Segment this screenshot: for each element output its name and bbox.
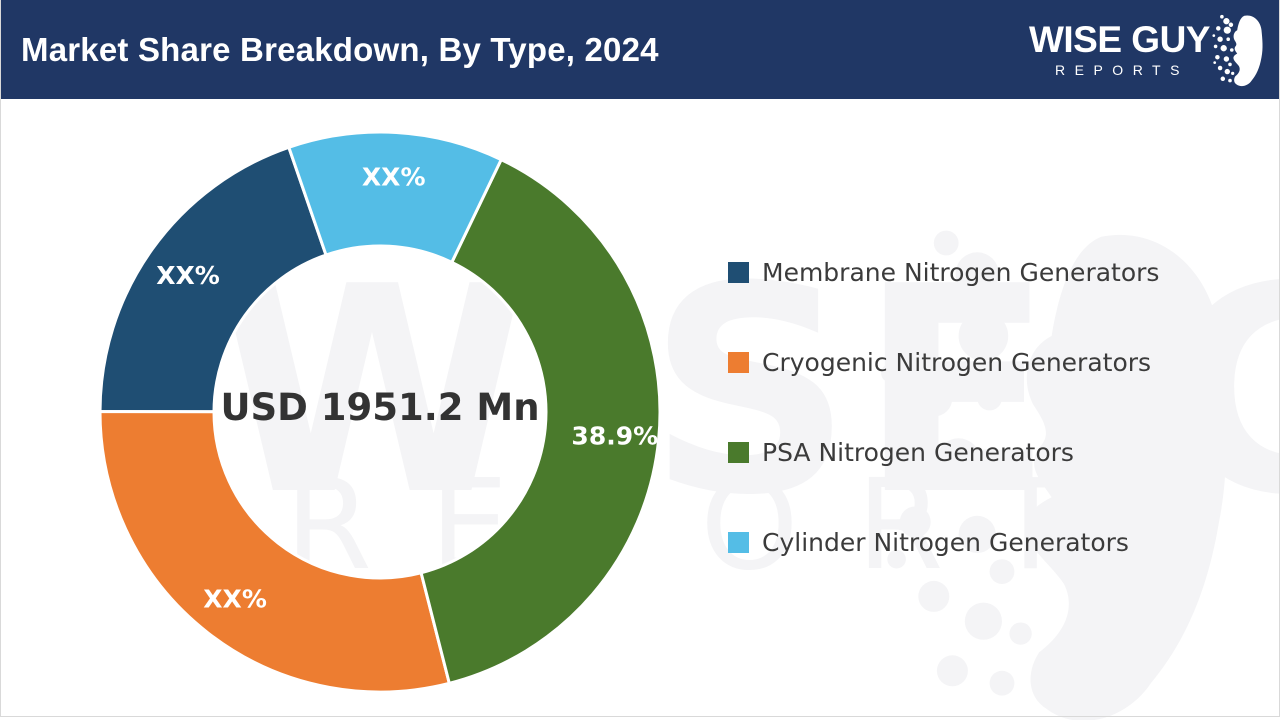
legend-item: Cylinder Nitrogen Generators [728, 525, 1159, 559]
legend-swatch [728, 441, 749, 463]
page-title: Market Share Breakdown, By Type, 2024 [21, 30, 659, 68]
brand-face-icon [1212, 14, 1263, 87]
slice-cryogenic-nitrogen-generators [98, 410, 451, 694]
legend-item: Cryogenic Nitrogen Generators [728, 345, 1159, 379]
brand-logo: WISE GUY REPORTS [1029, 8, 1266, 92]
brand-logo-text: WISE GUY REPORTS [1028, 19, 1211, 79]
slice-value-label: XX% [156, 261, 220, 290]
legend-item: PSA Nitrogen Generators [728, 435, 1159, 469]
legend-swatch [728, 351, 749, 373]
legend-swatch [728, 531, 749, 553]
chart-legend: Membrane Nitrogen Generators Cryogenic N… [728, 255, 1159, 559]
slice-labels: XX% XX% 38.9% XX% [156, 162, 658, 613]
legend-label: PSA Nitrogen Generators [762, 437, 1074, 467]
legend-label: Membrane Nitrogen Generators [762, 257, 1160, 287]
slice-psa-nitrogen-generators [419, 158, 662, 685]
donut-slices [98, 130, 662, 694]
slice-membrane-nitrogen-generators [98, 145, 328, 414]
brand-subtitle: REPORTS [1055, 62, 1189, 78]
legend-item: Membrane Nitrogen Generators [728, 255, 1159, 289]
brand-name: WISE GUY [1028, 19, 1211, 60]
header-bar: Market Share Breakdown, By Type, 2024 WI… [0, 0, 1280, 99]
legend-label: Cryogenic Nitrogen Generators [762, 347, 1152, 377]
slice-value-label: XX% [203, 584, 267, 613]
donut-center-value: USD 1951.2 Mn [220, 386, 539, 429]
legend-label: Cylinder Nitrogen Generators [762, 527, 1129, 557]
slice-value-label: 38.9% [571, 421, 658, 450]
slice-value-label: XX% [362, 162, 426, 191]
slice-cylinder-nitrogen-generators [287, 130, 503, 264]
legend-swatch [728, 261, 749, 283]
